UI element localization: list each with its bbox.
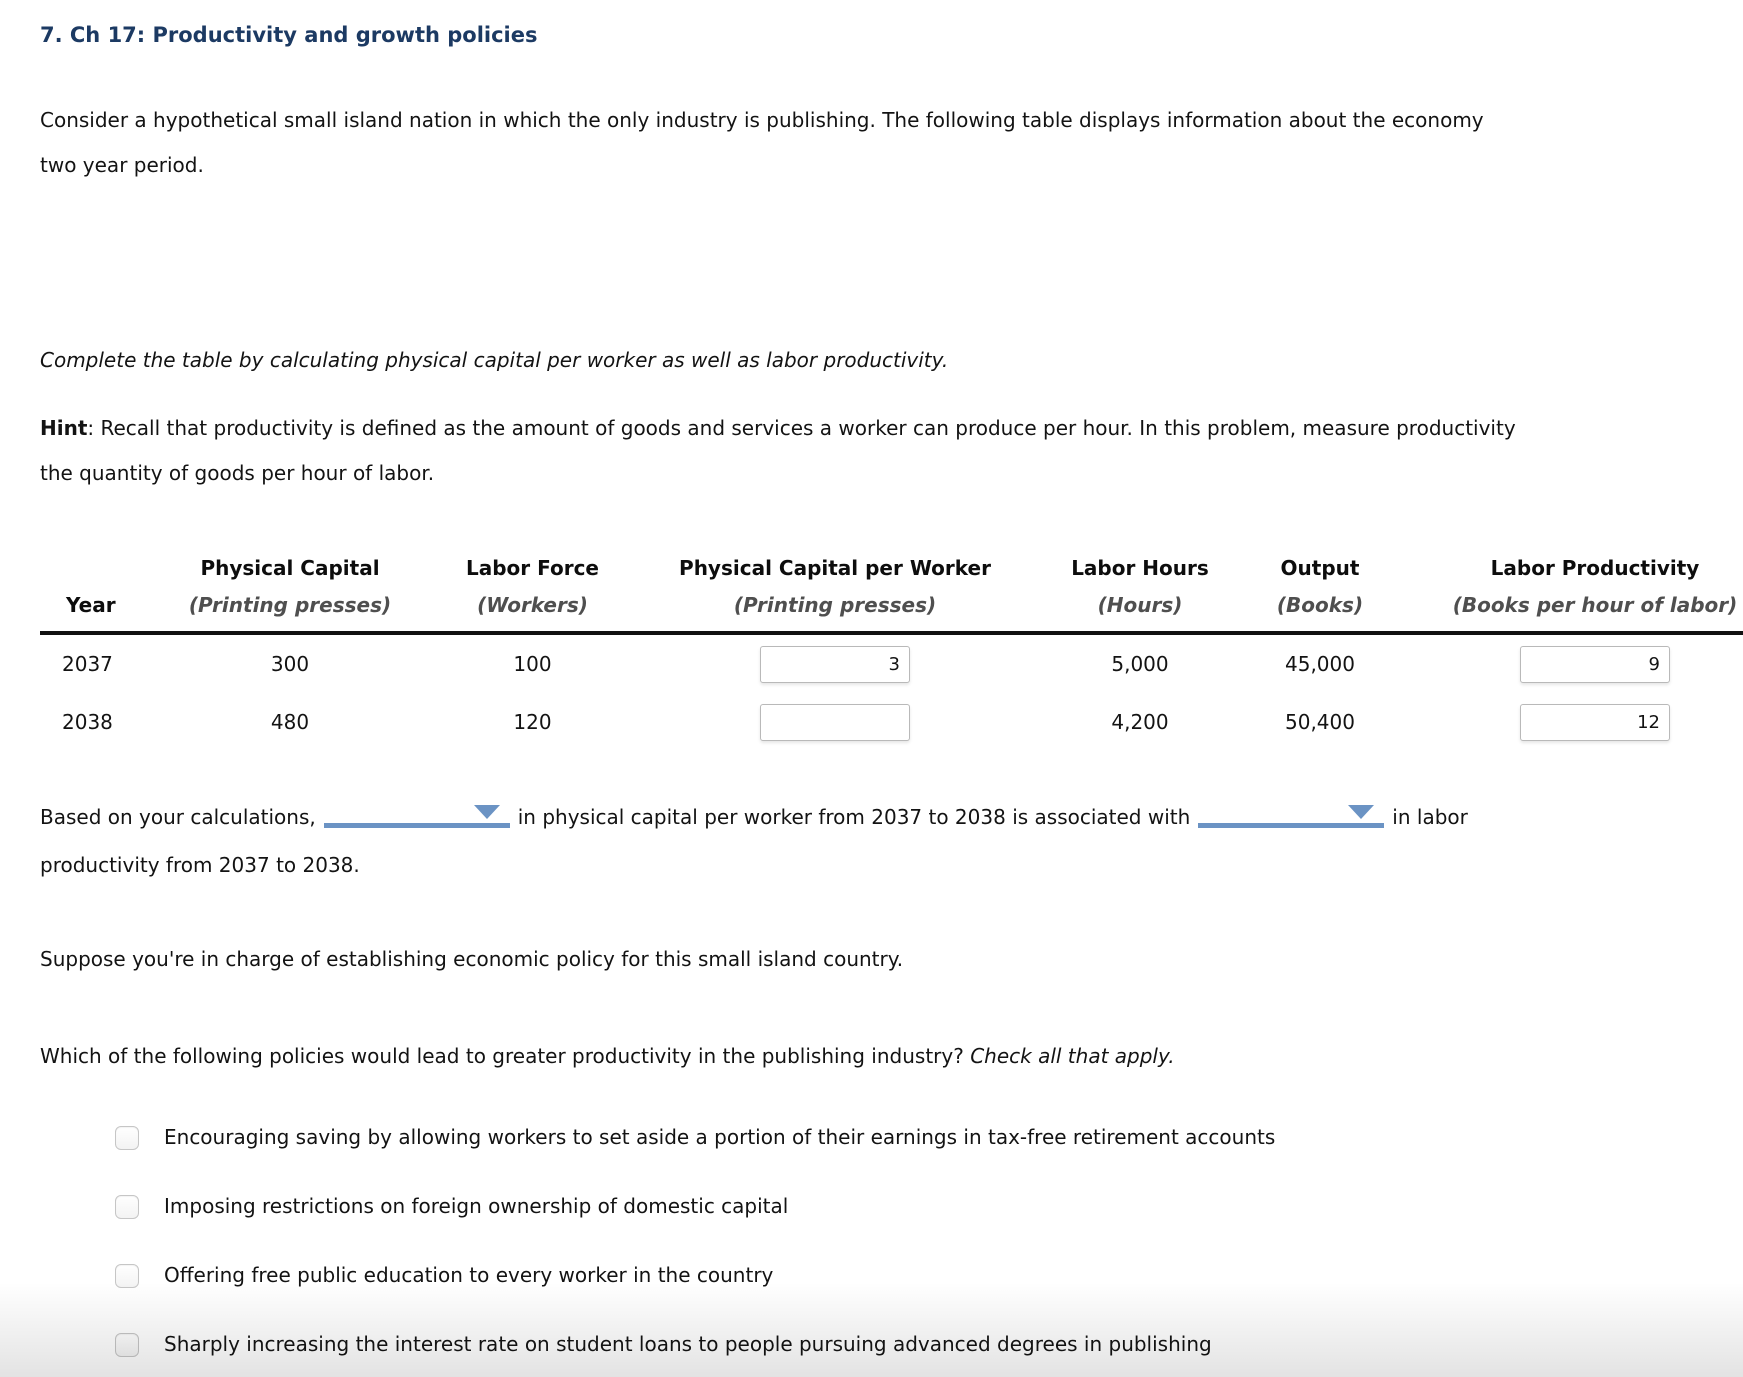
- labor-hours-cell: 4,200: [1111, 710, 1169, 734]
- dropdown-arrow-icon: [1348, 805, 1375, 819]
- year-cell: 2037: [62, 652, 113, 676]
- economy-table: Year Physical Capital (Printing presses)…: [40, 551, 1743, 751]
- dropdown-underline: [1198, 823, 1385, 828]
- checkbox-icon[interactable]: [115, 1332, 139, 1357]
- checkbox-icon[interactable]: [115, 1125, 139, 1150]
- followup-paragraph: Suppose you're in charge of establishing…: [40, 947, 904, 971]
- intro-paragraph: Consider a hypothetical small island nat…: [40, 108, 1484, 177]
- question-title: 7. Ch 17: Productivity and growth polici…: [40, 23, 538, 47]
- checkbox-icon[interactable]: [115, 1194, 139, 1219]
- dropdown-underline: [323, 823, 510, 828]
- checkbox-question-text: Which of the following policies would le…: [40, 1044, 964, 1068]
- fill-in-lead: Based on your calculations,: [40, 805, 316, 829]
- output-cell: 50,400: [1285, 710, 1355, 734]
- labor-productivity-cell: [1400, 633, 1743, 693]
- option-row-student-loans: Sharply increasing the interest rate on …: [115, 1332, 1743, 1357]
- capital-per-worker-input-2038[interactable]: [760, 703, 910, 741]
- option-label: Encouraging saving by allowing workers t…: [164, 1125, 1276, 1149]
- column-header-labor-productivity: Labor Productivity (Books per hour of la…: [1400, 551, 1743, 635]
- hint-paragraph: Hint: Recall that productivity is define…: [40, 406, 1743, 496]
- capital-change-dropdown[interactable]: [323, 800, 510, 828]
- output-cell: 45,000: [1285, 652, 1355, 676]
- option-row-public-education: Offering free public education to every …: [115, 1263, 1743, 1288]
- labor-productivity-cell: [1400, 693, 1743, 751]
- capital-per-worker-input-2037[interactable]: [760, 645, 910, 683]
- fill-in-middle: in physical capital per worker from 2037…: [517, 805, 1191, 829]
- labor-force-cell: 100: [513, 652, 552, 676]
- physical-capital-cell: 300: [270, 652, 310, 676]
- physical-capital-cell: 480: [270, 710, 310, 734]
- capital-per-worker-cell: [630, 693, 1040, 751]
- instruction-paragraph: Complete the table by calculating physic…: [40, 348, 949, 372]
- checkbox-icon[interactable]: [115, 1263, 139, 1288]
- productivity-change-dropdown[interactable]: [1198, 800, 1385, 828]
- checkbox-question-emphasis: Check all that apply.: [970, 1044, 1175, 1068]
- table-row-2038: 2038 480 120 4,200 50,400: [40, 693, 1743, 751]
- column-header-capital-per-worker: Physical Capital per Worker (Printing pr…: [630, 551, 1040, 635]
- option-label: Imposing restrictions on foreign ownersh…: [164, 1194, 789, 1218]
- capital-per-worker-cell: [630, 633, 1040, 693]
- fill-in-sentence: Based on your calculations, in physical c…: [40, 793, 1743, 889]
- labor-hours-cell: 5,000: [1111, 652, 1169, 676]
- option-label: Sharply increasing the interest rate on …: [164, 1332, 1212, 1356]
- option-row-retirement-accounts: Encouraging saving by allowing workers t…: [115, 1125, 1743, 1150]
- column-header-output: Output (Books): [1240, 551, 1400, 635]
- labor-productivity-input-2037[interactable]: [1520, 645, 1670, 683]
- column-header-physical-capital: Physical Capital (Printing presses): [145, 551, 435, 635]
- table-header-row: Year Physical Capital (Printing presses)…: [40, 551, 1743, 635]
- hint-text: : Recall that productivity is defined as…: [40, 416, 1516, 485]
- checkbox-question: Which of the following policies would le…: [40, 1034, 1743, 1079]
- year-cell: 2038: [62, 710, 113, 734]
- policy-options: Encouraging saving by allowing workers t…: [40, 1125, 1743, 1357]
- option-row-foreign-ownership: Imposing restrictions on foreign ownersh…: [115, 1194, 1743, 1219]
- column-header-labor-hours: Labor Hours (Hours): [1040, 551, 1240, 635]
- column-header-year: Year: [40, 551, 145, 635]
- column-header-labor-force: Labor Force (Workers): [435, 551, 630, 635]
- option-label: Offering free public education to every …: [164, 1263, 774, 1287]
- dropdown-arrow-icon: [473, 805, 500, 819]
- fill-in-tail: in labor productivity from 2037 to 2038.: [40, 805, 1468, 877]
- labor-force-cell: 120: [513, 710, 552, 734]
- labor-productivity-input-2038[interactable]: [1520, 703, 1670, 741]
- hint-label: Hint: [40, 416, 88, 440]
- table-row-2037: 2037 300 100 5,000 45,000: [40, 633, 1743, 693]
